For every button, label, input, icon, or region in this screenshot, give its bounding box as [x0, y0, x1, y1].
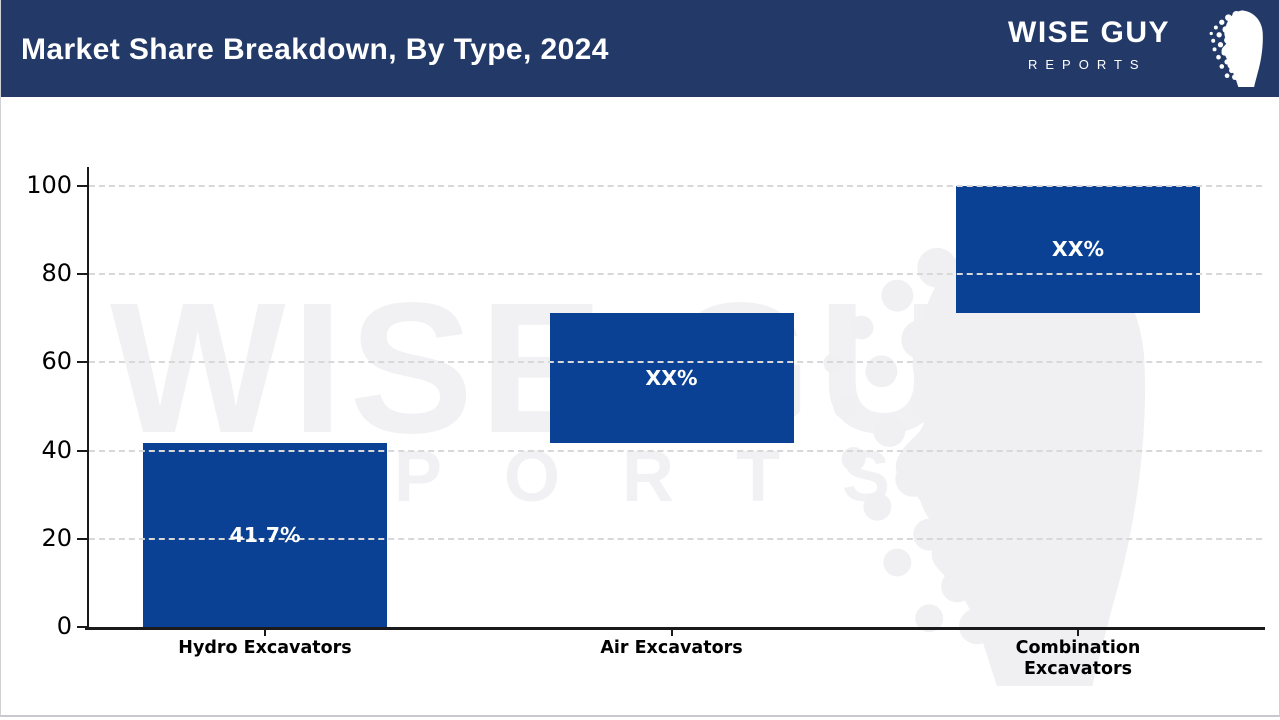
bar-value-label: 41.7%: [229, 523, 301, 548]
header-bar: Market Share Breakdown, By Type, 2024 WI…: [0, 0, 1280, 97]
gridline: [89, 185, 1262, 187]
y-axis-tick: [77, 185, 87, 187]
logo-wordmark: WISE GUY: [1008, 16, 1171, 49]
y-tick-label: 100: [26, 171, 72, 199]
bar-value-label: XX%: [645, 365, 698, 390]
x-axis-tick: [264, 629, 266, 636]
page-title: Market Share Breakdown, By Type, 2024: [21, 33, 609, 66]
logo-subtitle: REPORTS: [1028, 57, 1147, 72]
y-tick-label: 40: [41, 435, 72, 464]
y-axis-tick: [77, 626, 87, 628]
bar: [549, 312, 794, 444]
bar-value-label: XX%: [1051, 237, 1105, 262]
x-category-label: Combination Excavators: [1015, 638, 1141, 679]
y-tick-label: 0: [56, 612, 72, 640]
gridline: [89, 361, 1262, 364]
y-tick-label: 20: [41, 523, 72, 552]
bar: [143, 443, 387, 627]
gridline: [89, 449, 1262, 452]
y-axis-tick: [77, 537, 87, 540]
wise-guy-logo: WISE GUY REPORTS: [1008, 4, 1268, 94]
y-axis-tick: [77, 273, 87, 276]
y-axis-tick: [77, 449, 87, 452]
y-axis-tick: [77, 361, 87, 364]
bar: [956, 186, 1200, 313]
y-tick-label: 80: [41, 259, 72, 288]
x-axis-line: [85, 627, 1265, 630]
gridline: [89, 273, 1262, 276]
x-axis-tick: [670, 629, 673, 636]
y-axis-line: [87, 167, 89, 630]
x-category-label: Air Excavators: [600, 638, 743, 658]
y-tick-label: 60: [41, 347, 72, 376]
x-axis-tick: [1077, 629, 1079, 636]
dotted-face-icon: [1202, 6, 1268, 94]
x-category-label: Hydro Excavators: [178, 638, 352, 658]
gridline: [89, 537, 1262, 540]
